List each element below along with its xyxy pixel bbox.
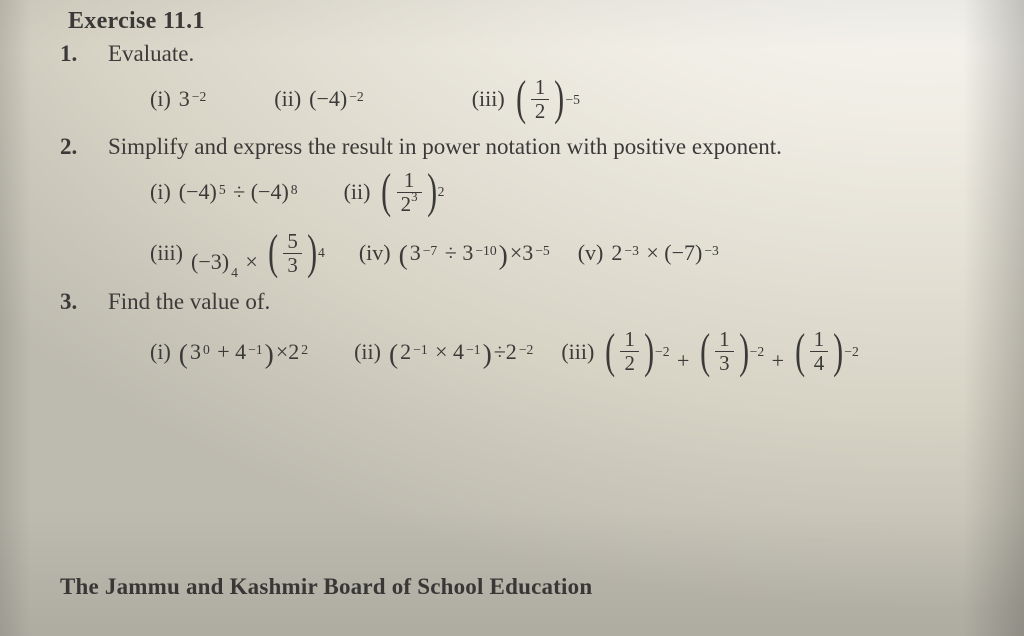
q2-item-i: (i) (−4)5 ÷ (−4)8: [150, 179, 298, 205]
q2-item-iii: (iii) (−3)4 × ( 53 )4: [150, 231, 325, 276]
q2-item-iv: (iv) (3−7 ÷ 3−10)×3−5: [359, 240, 550, 266]
item-label: (i): [150, 86, 171, 112]
question-prompt: Find the value of.: [108, 289, 984, 315]
math-expr: (−4)5 ÷ (−4)8: [179, 179, 298, 205]
question-2-row1: (i) (−4)5 ÷ (−4)8 (ii) ( 123 )2: [150, 170, 984, 215]
math-expr: 2−3 × (−7)−3: [611, 240, 718, 266]
q1-item-i: (i) 3−2: [150, 86, 206, 112]
footer-board-name: The Jammu and Kashmir Board of School Ed…: [60, 574, 592, 600]
q3-item-i: (i) (30 + 4−1)×22: [150, 339, 308, 365]
item-label: (iii): [150, 240, 183, 266]
item-label: (ii): [274, 86, 301, 112]
question-prompt: Evaluate.: [108, 41, 984, 67]
math-expr: (3−7 ÷ 3−10)×3−5: [399, 240, 550, 266]
item-label: (ii): [344, 179, 371, 205]
item-label: (iv): [359, 240, 391, 266]
math-expr: ( 123 )2: [378, 170, 444, 215]
q1-item-ii: (ii) (−4)−2: [274, 86, 363, 112]
question-2-row2: (iii) (−3)4 × ( 53 )4 (iv) (3−7 ÷ 3−10)×…: [150, 231, 984, 276]
exercise-title: Exercise 11.1: [68, 8, 984, 35]
item-label: (ii): [354, 339, 381, 365]
math-expr: ( 12 )−5: [513, 77, 580, 122]
math-expr: (2−1 × 4−1)÷2−2: [389, 339, 533, 365]
question-number: 3.: [60, 289, 108, 315]
question-prompt: Simplify and express the result in power…: [108, 134, 984, 160]
q2-item-v: (v) 2−3 × (−7)−3: [578, 240, 719, 266]
math-expr: (−3)4 × ( 53 )4: [191, 231, 325, 276]
math-expr: 3−2: [179, 86, 207, 112]
question-3: 3. Find the value of.: [60, 289, 984, 315]
item-label: (iii): [472, 86, 505, 112]
math-expr: (−4)−2: [309, 86, 364, 112]
question-number: 2.: [60, 134, 108, 160]
item-label: (i): [150, 179, 171, 205]
question-1: 1. Evaluate.: [60, 41, 984, 67]
item-label: (v): [578, 240, 604, 266]
q2-item-ii: (ii) ( 123 )2: [344, 170, 445, 215]
math-expr: (30 + 4−1)×22: [179, 339, 308, 365]
question-number: 1.: [60, 41, 108, 67]
item-label: (i): [150, 339, 171, 365]
q3-item-ii: (ii) (2−1 × 4−1)÷2−2: [354, 339, 533, 365]
question-3-items: (i) (30 + 4−1)×22 (ii) (2−1 × 4−1)÷2−2 (…: [150, 329, 984, 374]
q1-item-iii: (iii) ( 12 )−5: [472, 77, 580, 122]
item-label: (iii): [561, 339, 594, 365]
question-2: 2. Simplify and express the result in po…: [60, 134, 984, 160]
q3-item-iii: (iii) ( 12 )−2 + ( 13 )−2 + ( 14 )−2: [561, 329, 858, 374]
question-1-items: (i) 3−2 (ii) (−4)−2 (iii) ( 12 )−5: [150, 77, 984, 122]
math-expr: ( 12 )−2 + ( 13 )−2 + ( 14 )−2: [602, 329, 858, 374]
